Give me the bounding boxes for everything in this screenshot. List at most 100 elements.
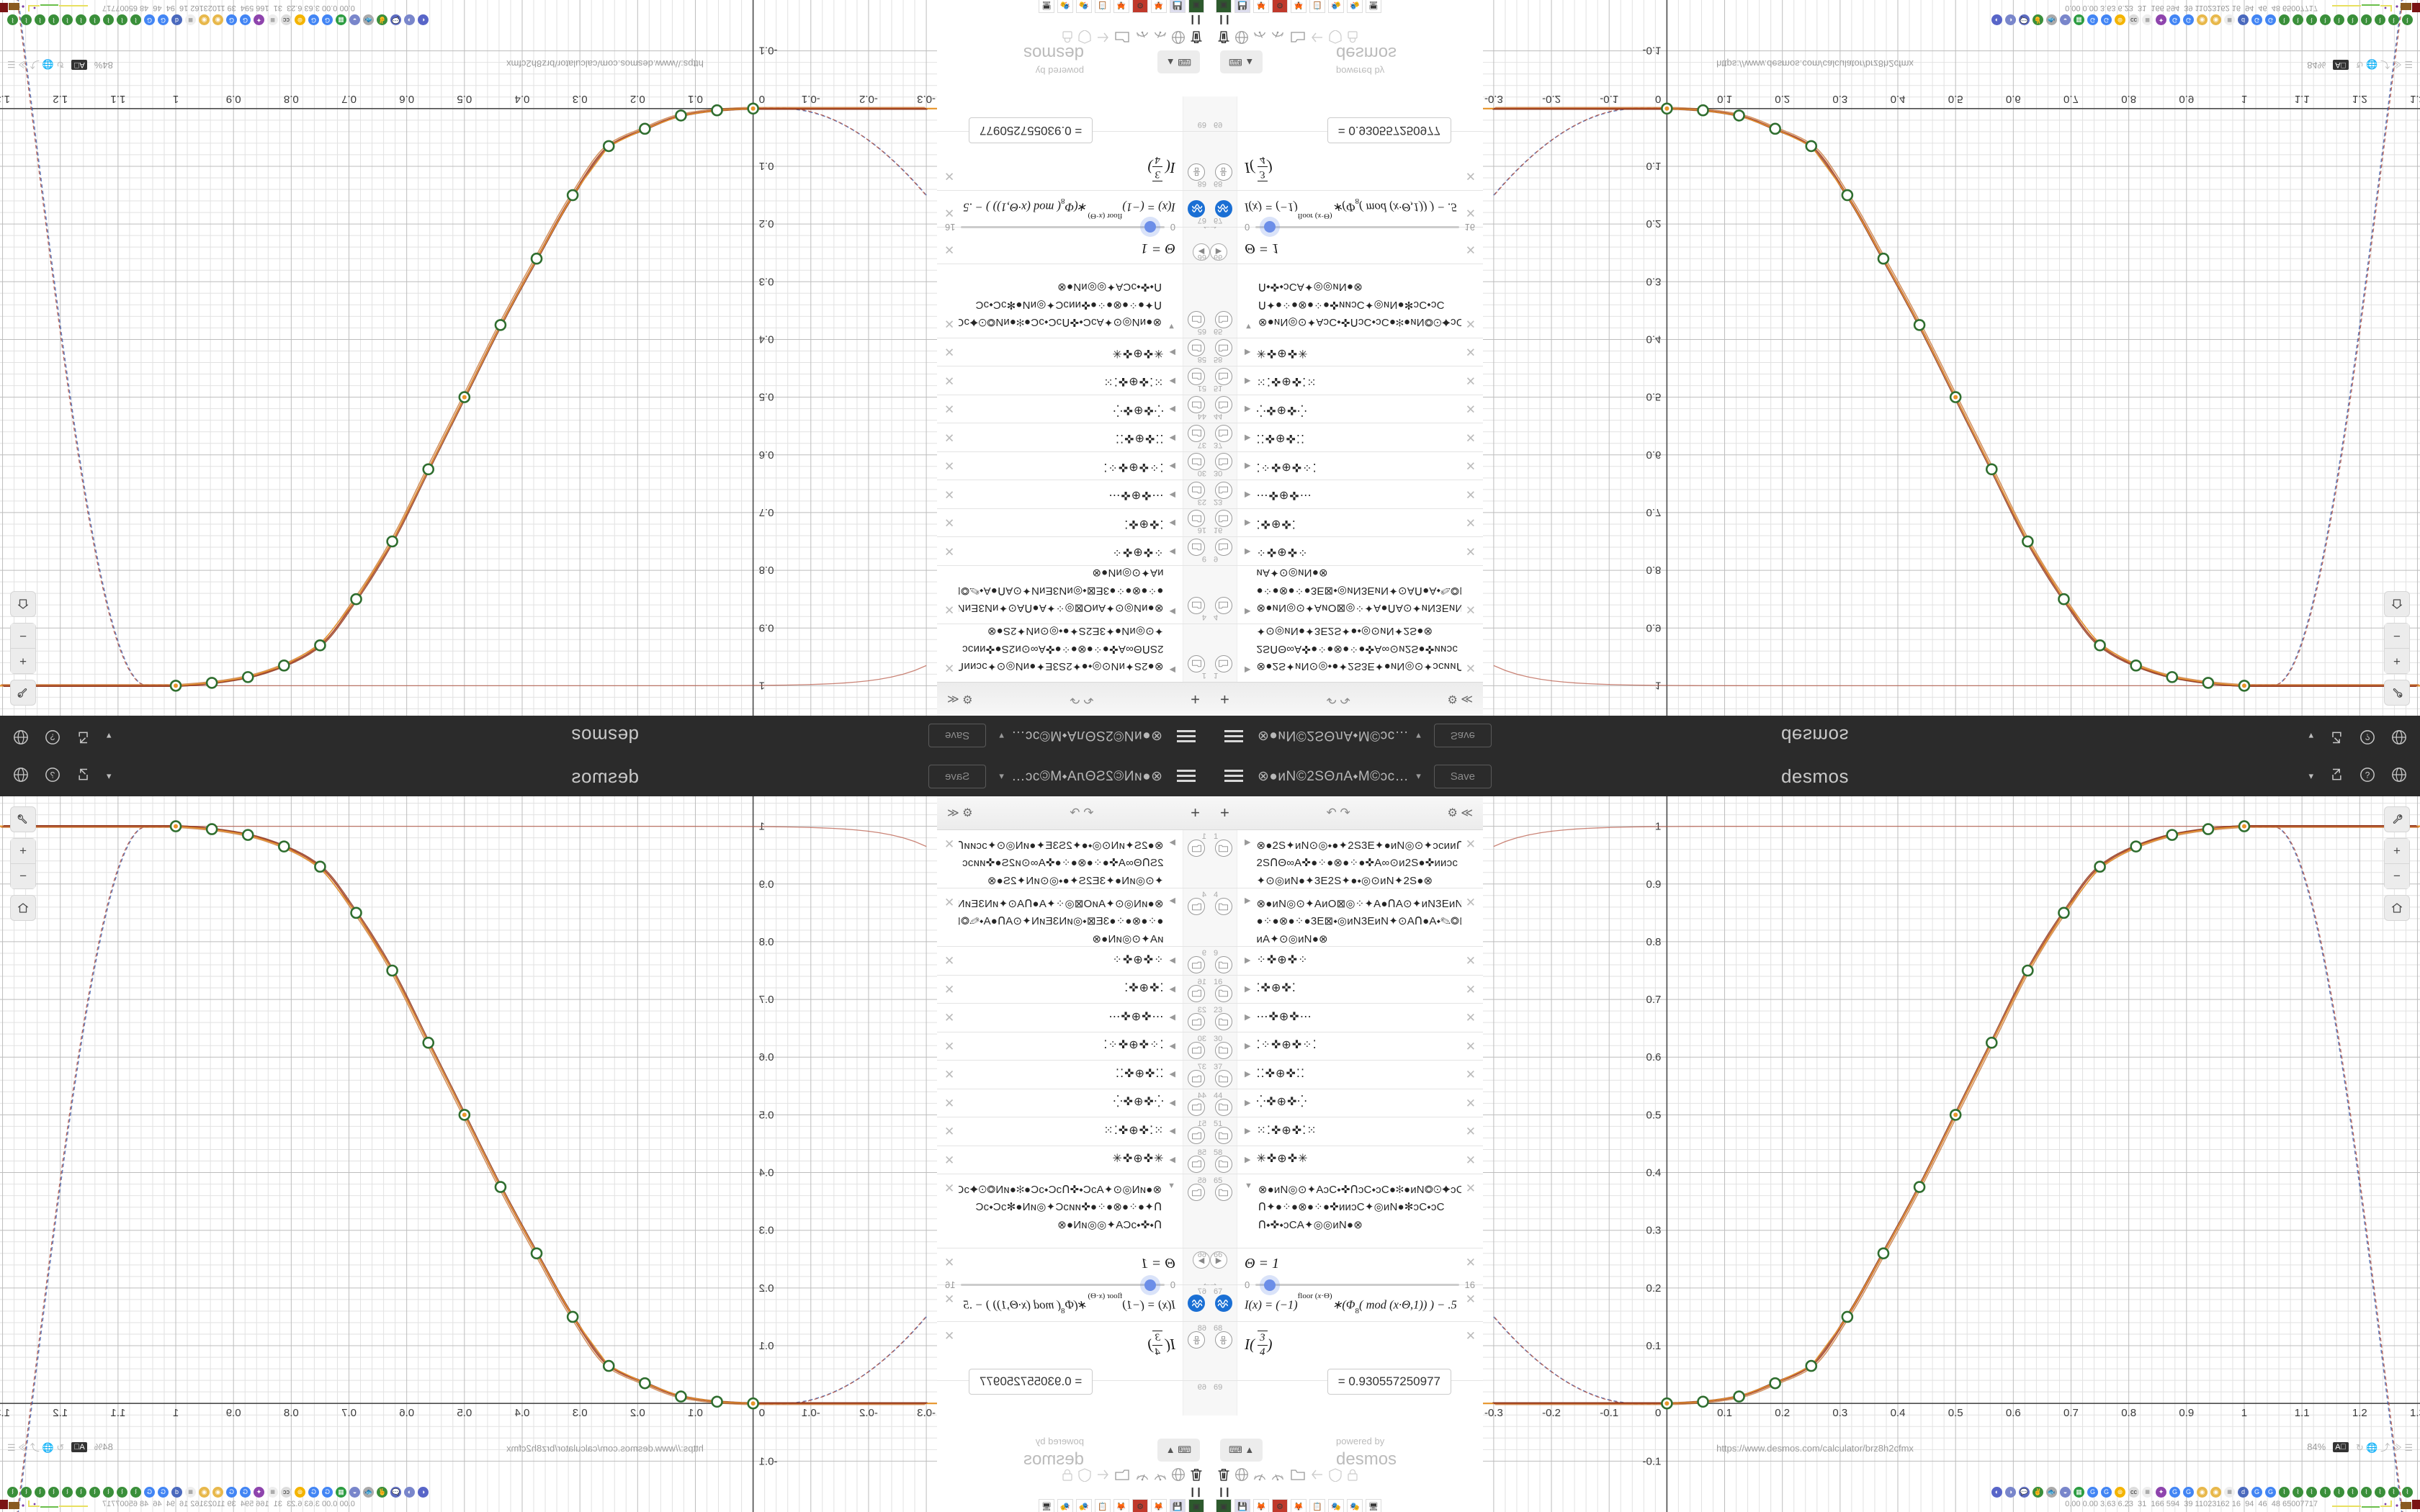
svg-text:0.6: 0.6 bbox=[759, 1051, 774, 1063]
svg-text:0.3: 0.3 bbox=[1646, 1225, 1662, 1237]
svg-text:-0.2: -0.2 bbox=[859, 1407, 878, 1419]
svg-text:0.8: 0.8 bbox=[284, 1407, 299, 1419]
svg-text:0.1: 0.1 bbox=[688, 93, 703, 105]
svg-text:-0.3: -0.3 bbox=[1484, 93, 1503, 105]
svg-text:-0.2: -0.2 bbox=[1542, 1407, 1561, 1419]
svg-text:0.3: 0.3 bbox=[759, 275, 774, 287]
svg-text:0.9: 0.9 bbox=[226, 1407, 241, 1419]
svg-text:0.7: 0.7 bbox=[2063, 93, 2079, 105]
svg-text:-0.3: -0.3 bbox=[917, 1407, 936, 1419]
svg-text:0.7: 0.7 bbox=[2063, 1407, 2079, 1419]
svg-text:-0.1: -0.1 bbox=[1600, 1407, 1618, 1419]
svg-text:0.1: 0.1 bbox=[1717, 1407, 1732, 1419]
svg-text:0.2: 0.2 bbox=[1775, 93, 1790, 105]
svg-text:0.6: 0.6 bbox=[2006, 1407, 2021, 1419]
svg-text:-0.1: -0.1 bbox=[1643, 1455, 1662, 1467]
svg-text:0.9: 0.9 bbox=[1646, 878, 1662, 891]
svg-text:1.2: 1.2 bbox=[53, 1407, 68, 1419]
svg-text:0: 0 bbox=[759, 1407, 765, 1419]
svg-text:0.1: 0.1 bbox=[1646, 160, 1662, 172]
svg-text:0.5: 0.5 bbox=[1646, 391, 1662, 403]
svg-text:0: 0 bbox=[1655, 1407, 1661, 1419]
svg-text:0.8: 0.8 bbox=[1646, 936, 1662, 948]
svg-text:1: 1 bbox=[173, 93, 179, 105]
svg-text:0.5: 0.5 bbox=[1948, 1407, 1963, 1419]
svg-text:0.9: 0.9 bbox=[759, 878, 774, 891]
svg-text:0.3: 0.3 bbox=[1646, 275, 1662, 287]
svg-text:0.7: 0.7 bbox=[759, 994, 774, 1006]
svg-text:0.9: 0.9 bbox=[2179, 93, 2194, 105]
svg-text:0.8: 0.8 bbox=[1646, 564, 1662, 576]
svg-text:-0.1: -0.1 bbox=[759, 1455, 778, 1467]
svg-text:1.1: 1.1 bbox=[2295, 93, 2310, 105]
svg-text:-0.1: -0.1 bbox=[1643, 45, 1662, 57]
svg-text:1.1: 1.1 bbox=[2295, 1407, 2310, 1419]
svg-text:0.4: 0.4 bbox=[759, 333, 774, 345]
svg-text:0.6: 0.6 bbox=[759, 449, 774, 461]
svg-text:0.9: 0.9 bbox=[226, 93, 241, 105]
svg-text:0.2: 0.2 bbox=[759, 1282, 774, 1295]
svg-text:0.8: 0.8 bbox=[2121, 93, 2136, 105]
svg-text:1.3: 1.3 bbox=[0, 93, 10, 105]
svg-text:0.6: 0.6 bbox=[399, 93, 414, 105]
svg-text:1.3: 1.3 bbox=[0, 1407, 10, 1419]
svg-text:-0.3: -0.3 bbox=[1484, 1407, 1503, 1419]
svg-text:1.3: 1.3 bbox=[2410, 93, 2420, 105]
svg-text:1.2: 1.2 bbox=[2352, 1407, 2367, 1419]
svg-text:0.4: 0.4 bbox=[1891, 1407, 1906, 1419]
svg-text:0.5: 0.5 bbox=[457, 1407, 472, 1419]
svg-text:0.1: 0.1 bbox=[759, 160, 774, 172]
svg-text:0.4: 0.4 bbox=[515, 1407, 530, 1419]
svg-text:-0.1: -0.1 bbox=[1600, 93, 1618, 105]
svg-text:1.2: 1.2 bbox=[53, 93, 68, 105]
svg-text:0.3: 0.3 bbox=[759, 1225, 774, 1237]
svg-text:0.2: 0.2 bbox=[1646, 217, 1662, 230]
svg-text:1: 1 bbox=[2241, 1407, 2247, 1419]
svg-text:-0.2: -0.2 bbox=[1542, 93, 1561, 105]
svg-text:0.6: 0.6 bbox=[399, 1407, 414, 1419]
svg-text:-0.1: -0.1 bbox=[802, 93, 820, 105]
svg-text:1.1: 1.1 bbox=[110, 93, 125, 105]
svg-text:0.4: 0.4 bbox=[515, 93, 530, 105]
svg-text:0.8: 0.8 bbox=[284, 93, 299, 105]
svg-text:0.2: 0.2 bbox=[759, 217, 774, 230]
svg-text:1.2: 1.2 bbox=[2352, 93, 2367, 105]
svg-text:0.8: 0.8 bbox=[759, 936, 774, 948]
svg-text:0.7: 0.7 bbox=[759, 506, 774, 518]
svg-text:?: ? bbox=[50, 770, 55, 780]
svg-text:-0.1: -0.1 bbox=[759, 45, 778, 57]
svg-text:0.4: 0.4 bbox=[759, 1167, 774, 1179]
svg-text:0.3: 0.3 bbox=[573, 1407, 588, 1419]
svg-text:0.5: 0.5 bbox=[759, 1109, 774, 1121]
svg-text:-0.3: -0.3 bbox=[917, 93, 936, 105]
svg-text:0.4: 0.4 bbox=[1646, 333, 1662, 345]
svg-text:1: 1 bbox=[2241, 93, 2247, 105]
svg-text:0.4: 0.4 bbox=[1646, 1167, 1662, 1179]
svg-text:0.5: 0.5 bbox=[759, 391, 774, 403]
svg-text:0.2: 0.2 bbox=[630, 1407, 645, 1419]
svg-text:0.5: 0.5 bbox=[457, 93, 472, 105]
svg-text:0.5: 0.5 bbox=[1646, 1109, 1662, 1121]
svg-text:0.2: 0.2 bbox=[630, 93, 645, 105]
svg-text:0.6: 0.6 bbox=[2006, 93, 2021, 105]
svg-text:0.7: 0.7 bbox=[341, 1407, 357, 1419]
svg-text:1.3: 1.3 bbox=[2410, 1407, 2420, 1419]
svg-text:-0.1: -0.1 bbox=[802, 1407, 820, 1419]
svg-text:0.1: 0.1 bbox=[688, 1407, 703, 1419]
svg-text:0.2: 0.2 bbox=[1775, 1407, 1790, 1419]
svg-text:0.9: 0.9 bbox=[2179, 1407, 2194, 1419]
svg-text:1: 1 bbox=[173, 1407, 179, 1419]
svg-text:?: ? bbox=[50, 732, 55, 742]
svg-text:0.9: 0.9 bbox=[759, 621, 774, 634]
svg-text:0.7: 0.7 bbox=[1646, 506, 1662, 518]
svg-text:0.7: 0.7 bbox=[1646, 994, 1662, 1006]
svg-text:0.5: 0.5 bbox=[1948, 93, 1963, 105]
svg-text:0: 0 bbox=[759, 93, 765, 105]
svg-text:0.1: 0.1 bbox=[1717, 93, 1732, 105]
svg-text:0.1: 0.1 bbox=[1646, 1340, 1662, 1352]
svg-text:-0.2: -0.2 bbox=[859, 93, 878, 105]
svg-text:0.3: 0.3 bbox=[1832, 93, 1847, 105]
svg-text:0.3: 0.3 bbox=[1832, 1407, 1847, 1419]
svg-text:0.6: 0.6 bbox=[1646, 449, 1662, 461]
svg-text:?: ? bbox=[2365, 770, 2370, 780]
